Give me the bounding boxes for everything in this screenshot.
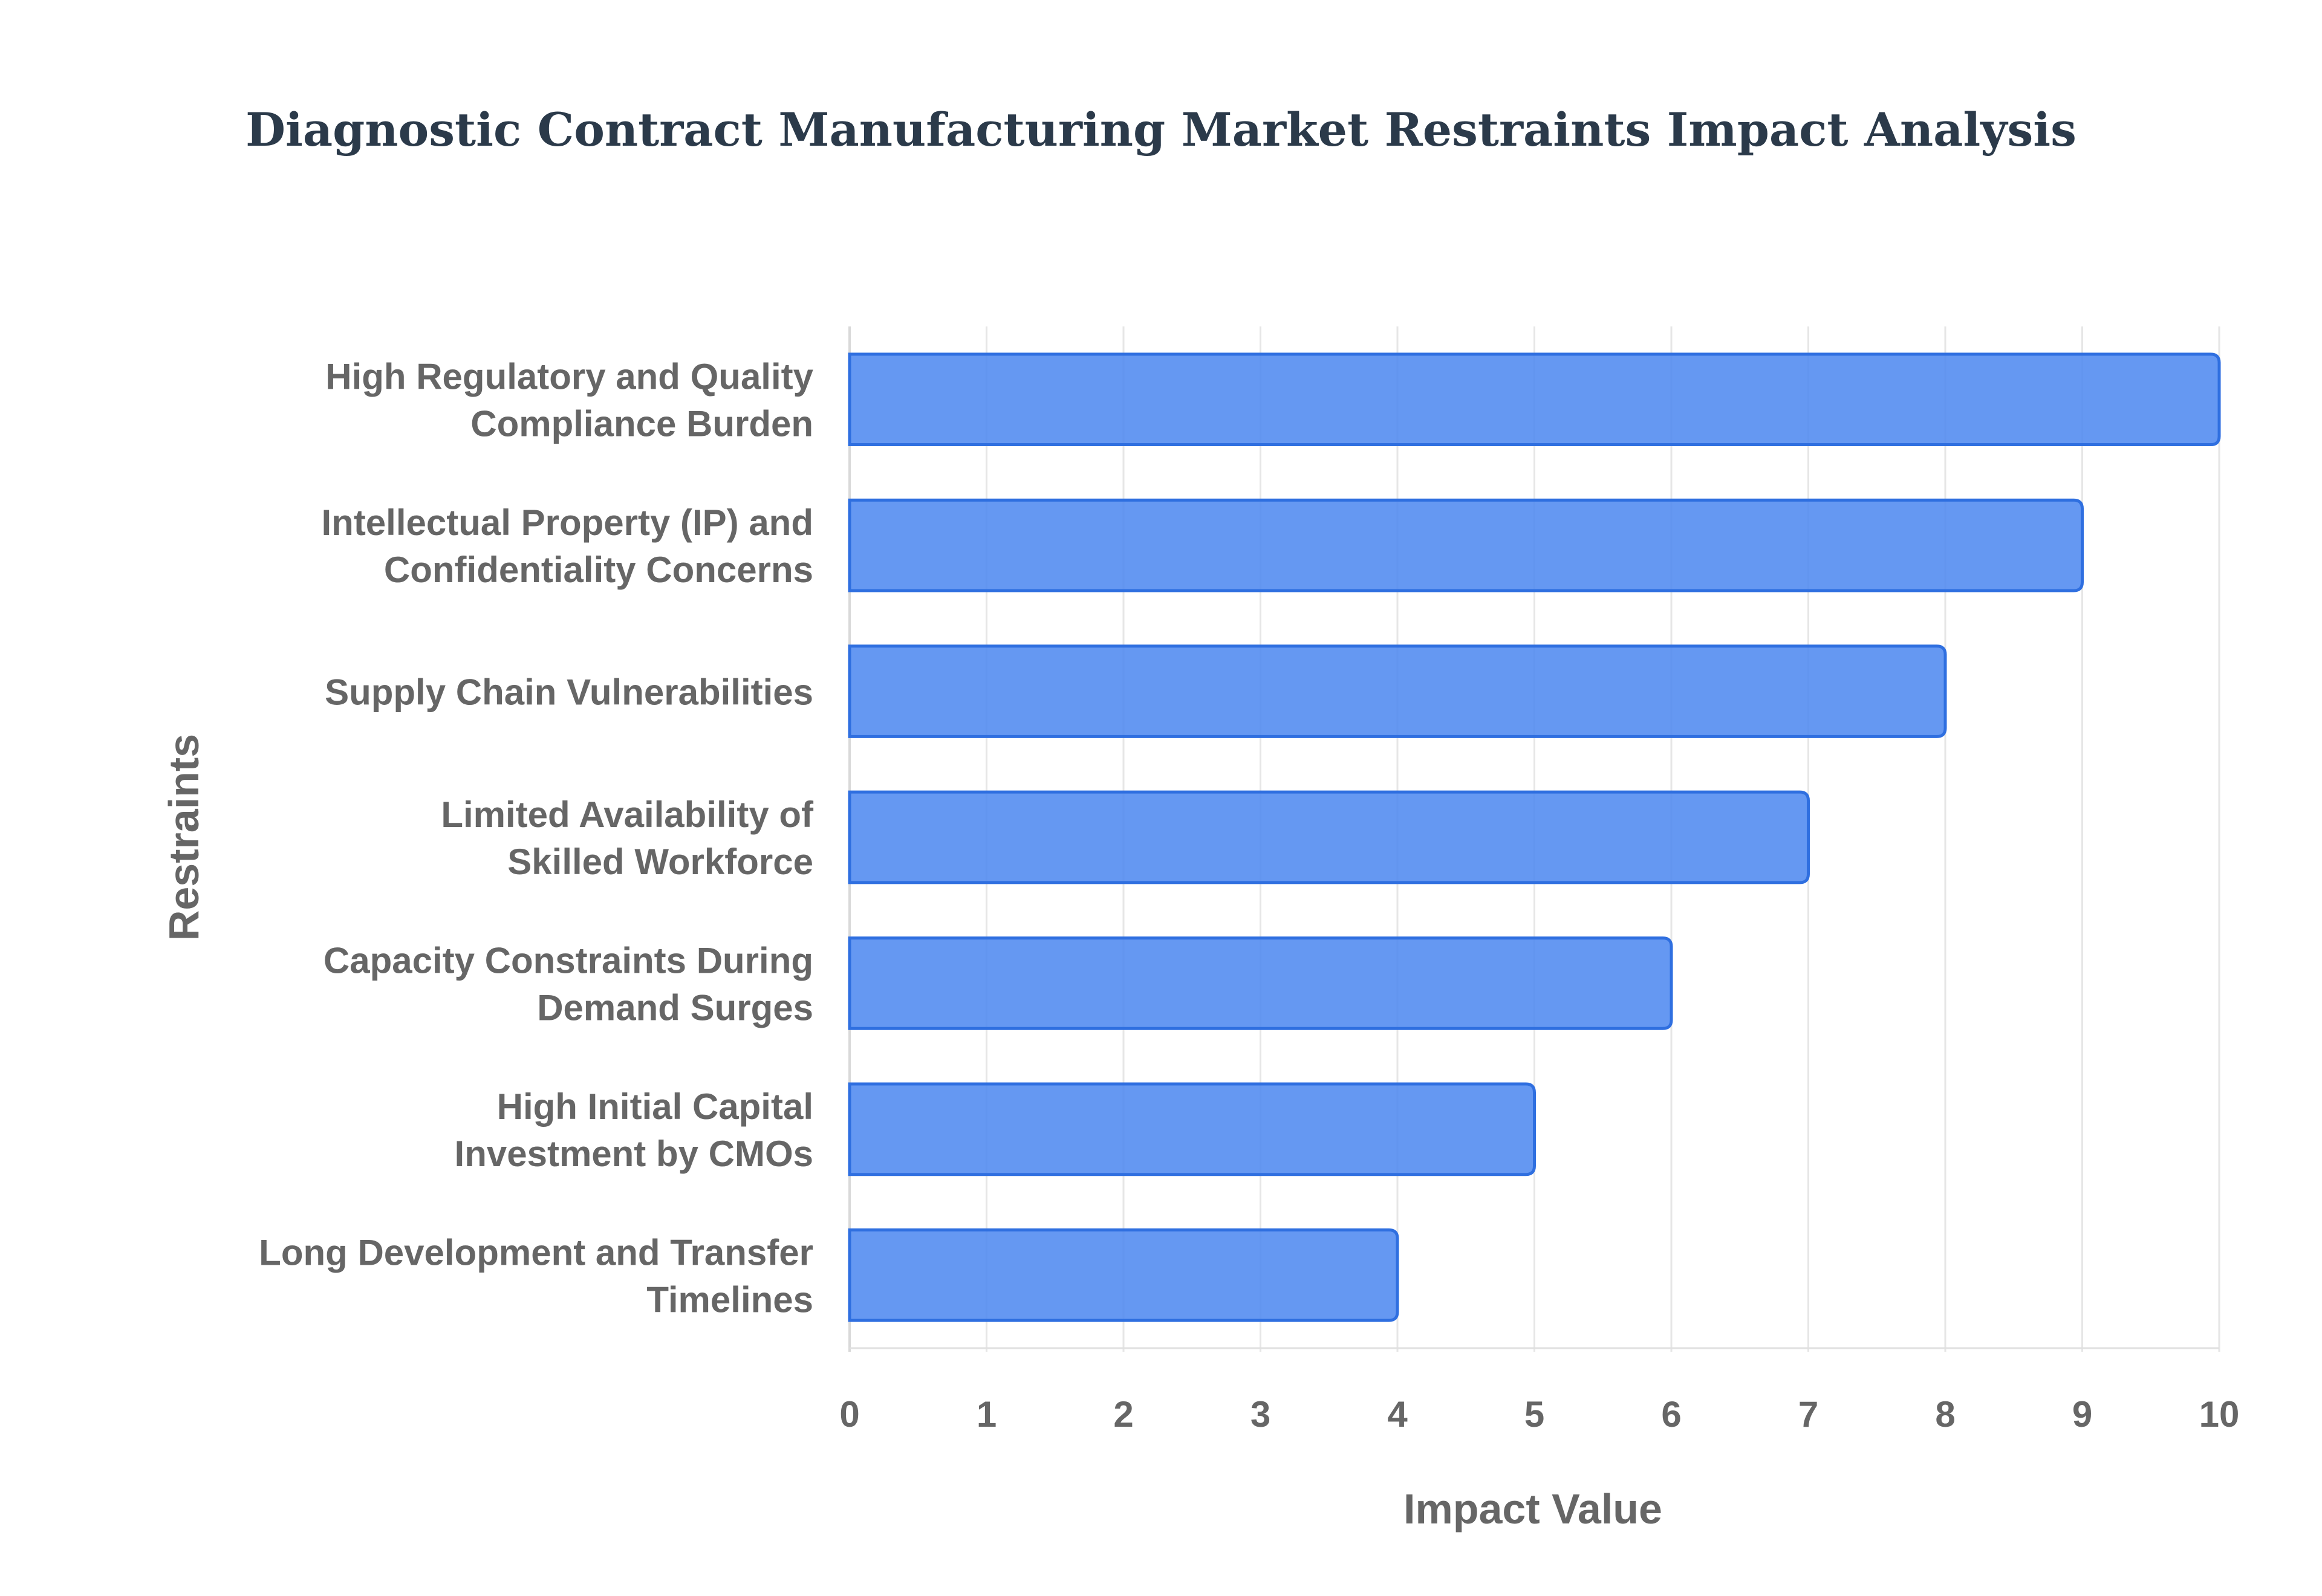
y-tick-label: High Initial Capital bbox=[497, 1086, 813, 1127]
y-tick-label: Intellectual Property (IP) and bbox=[322, 502, 814, 543]
x-tick-label: 1 bbox=[977, 1394, 997, 1435]
y-tick-label: High Regulatory and Quality bbox=[325, 357, 813, 397]
y-tick-label: Limited Availability of bbox=[441, 794, 814, 835]
y-tick-label: Compliance Burden bbox=[470, 404, 813, 444]
chart-title: Diagnostic Contract Manufacturing Market… bbox=[246, 103, 2076, 157]
x-tick-label: 6 bbox=[1661, 1394, 1681, 1435]
y-tick-label: Supply Chain Vulnerabilities bbox=[325, 672, 813, 713]
bar bbox=[848, 1228, 1399, 1322]
x-tick-labels: 0 1 2 3 4 5 6 7 8 9 10 bbox=[839, 1394, 2239, 1435]
y-tick-label: Skilled Workforce bbox=[507, 842, 813, 882]
x-tick-label: 8 bbox=[1935, 1394, 1955, 1435]
bar bbox=[848, 644, 1947, 738]
y-tick-label: Confidentiality Concerns bbox=[384, 550, 813, 590]
y-tick-label: Demand Surges bbox=[537, 987, 813, 1028]
bar bbox=[848, 498, 2084, 592]
x-tick-label: 9 bbox=[2072, 1394, 2092, 1435]
x-tick-label: 10 bbox=[2199, 1394, 2240, 1435]
x-tick-label: 3 bbox=[1250, 1394, 1270, 1435]
x-axis-label: Impact Value bbox=[1403, 1485, 1662, 1533]
x-tick-label: 7 bbox=[1798, 1394, 1818, 1435]
y-axis-label: Restraints bbox=[160, 734, 207, 941]
bar bbox=[848, 352, 2221, 447]
y-tick-labels: High Regulatory and Quality Compliance Bu… bbox=[259, 357, 814, 1320]
bar bbox=[848, 1082, 1536, 1176]
y-tick-label: Timelines bbox=[646, 1279, 813, 1320]
bars bbox=[848, 352, 2221, 1322]
x-tick-label: 0 bbox=[839, 1394, 859, 1435]
x-tick-label: 5 bbox=[1524, 1394, 1544, 1435]
bar bbox=[848, 790, 1810, 884]
x-tick-label: 2 bbox=[1113, 1394, 1133, 1435]
y-tick-label: Investment by CMOs bbox=[455, 1134, 813, 1174]
y-tick-label: Capacity Constraints During bbox=[324, 940, 813, 981]
y-tick-label: Long Development and Transfer bbox=[259, 1232, 813, 1273]
bar bbox=[848, 936, 1673, 1030]
x-tick-label: 4 bbox=[1387, 1394, 1408, 1435]
